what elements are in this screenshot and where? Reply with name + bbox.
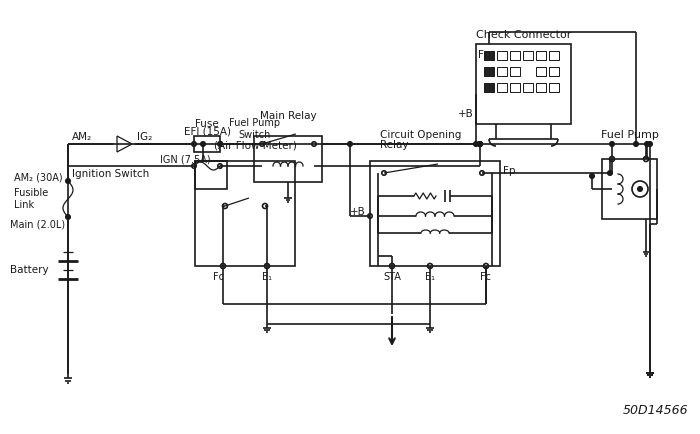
Text: AM₂: AM₂ (72, 132, 92, 141)
Text: 50D14566: 50D14566 (622, 403, 688, 416)
Bar (370, 161, 500, 266)
Text: STA: STA (383, 271, 401, 281)
Text: Fp: Fp (503, 166, 515, 176)
Bar (523, 52, 533, 61)
Bar (602, 160, 657, 220)
Circle shape (66, 179, 70, 184)
Text: Fuse: Fuse (195, 119, 219, 129)
Bar (536, 84, 546, 93)
Bar (497, 68, 507, 77)
Text: Circuit Opening: Circuit Opening (380, 130, 461, 140)
Bar (536, 52, 546, 61)
Bar (497, 52, 507, 61)
Circle shape (645, 142, 649, 147)
Bar (484, 52, 494, 61)
Circle shape (648, 142, 652, 147)
Bar (484, 84, 494, 93)
Bar (510, 52, 520, 61)
Circle shape (66, 215, 70, 220)
Circle shape (474, 142, 478, 147)
Bar (523, 84, 533, 93)
Bar (549, 84, 559, 93)
Circle shape (590, 174, 594, 179)
Text: Fuel Pump
Switch: Fuel Pump Switch (230, 117, 281, 140)
Circle shape (638, 187, 642, 192)
Circle shape (478, 142, 482, 147)
Text: IGN (7.5A): IGN (7.5A) (160, 154, 211, 164)
Text: E₁: E₁ (262, 271, 272, 281)
Text: Fc: Fc (214, 271, 225, 281)
Text: Main (2.0L): Main (2.0L) (10, 220, 65, 230)
Text: Fusible
Link: Fusible Link (14, 187, 48, 210)
Bar (195, 161, 295, 266)
Circle shape (608, 171, 612, 176)
Bar (497, 84, 507, 93)
Text: +B: +B (458, 109, 474, 119)
Text: Fc: Fc (480, 271, 491, 281)
Bar (195, 161, 227, 190)
Text: Check Connector: Check Connector (476, 30, 571, 40)
Text: +B: +B (350, 207, 366, 217)
Text: AM₂ (30A): AM₂ (30A) (14, 171, 62, 181)
Text: Relay: Relay (380, 140, 409, 150)
Circle shape (201, 142, 205, 147)
Bar (549, 52, 559, 61)
Circle shape (478, 142, 482, 147)
Text: Battery: Battery (10, 264, 48, 274)
Text: IG₂: IG₂ (137, 132, 153, 141)
Bar (484, 68, 494, 77)
Text: Fp: Fp (478, 50, 491, 60)
Text: EFI (15A): EFI (15A) (183, 126, 230, 136)
Text: (Air Flow Meter): (Air Flow Meter) (214, 140, 296, 150)
Bar (510, 84, 520, 93)
Bar (194, 137, 220, 153)
Bar (536, 68, 546, 77)
Circle shape (478, 142, 482, 147)
Bar (254, 137, 322, 183)
Text: Ignition Switch: Ignition Switch (72, 169, 149, 178)
Bar (510, 68, 520, 77)
Circle shape (348, 142, 352, 147)
Bar (549, 68, 559, 77)
Bar (476, 45, 571, 125)
Text: E₁: E₁ (425, 271, 435, 281)
Circle shape (634, 142, 638, 147)
Text: Main Relay: Main Relay (260, 111, 316, 121)
Circle shape (610, 142, 614, 147)
Text: Fuel Pump: Fuel Pump (601, 130, 659, 140)
